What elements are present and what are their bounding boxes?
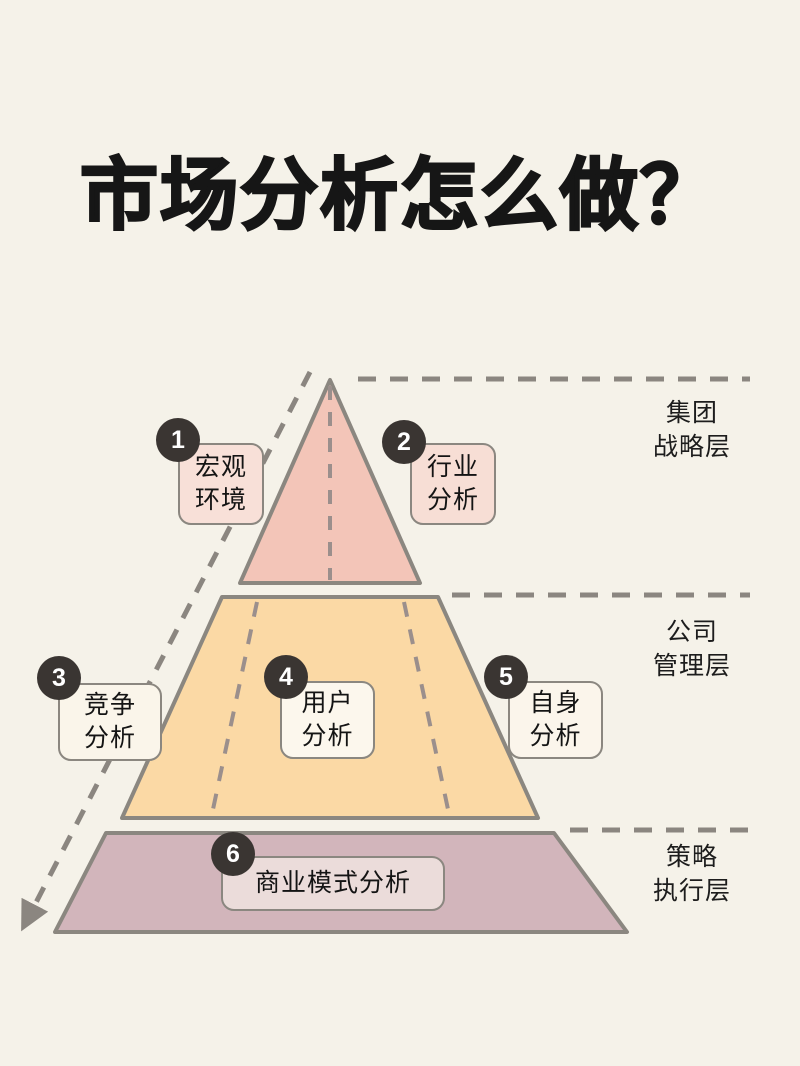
callout-5-line-2: 分析 [529,722,582,750]
callout-4-line-1: 用户 [301,689,354,717]
callout-badge-1[interactable]: 1 [156,418,200,462]
callout-6-line-1: 商业模式分析 [254,869,411,897]
page-title: 市场分析怎么做？ [79,150,720,243]
callout-2-line-1: 行业 [426,453,479,481]
callout-box-industry-analysis[interactable]: 行业 分析 [410,443,496,525]
callout-box-business-model-analysis[interactable]: 商业模式分析 [221,856,445,911]
callout-3-line-1: 竞争 [83,691,136,719]
tier-side-label-management: 公司 管理层 [612,615,772,683]
tier-side-label-execution-line-2: 执行层 [652,877,731,905]
callout-badge-5[interactable]: 5 [484,655,528,699]
tier-side-label-management-line-1: 公司 [665,618,718,646]
tier-management-divider-left [210,601,259,815]
callout-3-line-2: 分析 [83,724,136,752]
callout-badge-6[interactable]: 6 [211,832,255,876]
callout-box-macro-environment[interactable]: 宏观 环境 [178,443,264,525]
callout-1-line-2: 环境 [194,486,247,514]
tier-side-label-strategy-line-2: 战略层 [652,433,731,461]
tier-side-label-execution-line-1: 策略 [665,843,718,871]
callout-5-line-1: 自身 [529,689,582,717]
callout-badge-4[interactable]: 4 [264,655,308,699]
tier-side-label-execution: 策略 执行层 [612,840,772,908]
tier-side-label-management-line-2: 管理层 [652,652,731,680]
callout-badge-3[interactable]: 3 [37,656,81,700]
callout-badge-2[interactable]: 2 [382,420,426,464]
callout-4-line-2: 分析 [301,722,354,750]
tier-management-divider-right [402,601,451,815]
tier-strategy-shape [238,378,422,585]
tier-side-label-strategy: 集团 战略层 [612,396,772,464]
callout-box-self-analysis[interactable]: 自身 分析 [508,681,603,759]
callout-2-line-2: 分析 [426,486,479,514]
tier-side-label-strategy-line-1: 集团 [665,399,718,427]
callout-1-line-1: 宏观 [194,453,247,481]
callout-box-competitor-analysis[interactable]: 竞争 分析 [58,683,162,761]
